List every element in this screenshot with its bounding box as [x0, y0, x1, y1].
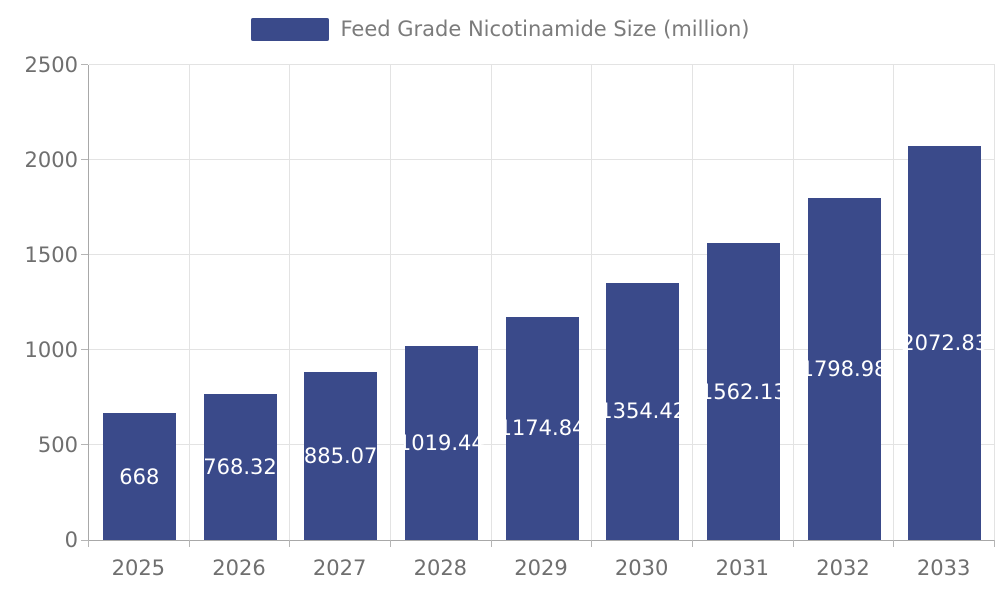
- y-tick-label: 0: [64, 528, 78, 552]
- bar[interactable]: [505, 316, 579, 540]
- x-axis-tick: [994, 540, 995, 547]
- x-axis-tick: [189, 540, 190, 547]
- bar[interactable]: [404, 346, 478, 540]
- bar-value-label: 1798.98: [800, 357, 888, 382]
- legend-series-label: Feed Grade Nicotinamide Size (million): [340, 17, 750, 41]
- gridline-horizontal: [89, 64, 995, 65]
- bar[interactable]: [606, 282, 680, 540]
- gridline-vertical: [893, 65, 894, 540]
- gridline-vertical: [390, 65, 391, 540]
- x-tick-label: 2027: [312, 556, 367, 580]
- bar-value-label: 768.32: [203, 455, 277, 479]
- legend-item[interactable]: Feed Grade Nicotinamide Size (million): [250, 17, 750, 41]
- x-axis-tick: [591, 540, 592, 547]
- x-tick-label: 2025: [111, 556, 166, 580]
- x-axis: 2025 2026 2027 2028 2029 2030 2031 2032 2033: [88, 553, 994, 585]
- bar[interactable]: [908, 146, 982, 540]
- x-axis-tick: [88, 540, 89, 547]
- gridline-vertical: [591, 65, 592, 540]
- y-tick-label: 2000: [24, 148, 78, 172]
- bar-value-label: 1174.84: [498, 416, 586, 441]
- y-axis: 0 500 1000 1500 2000 2500: [0, 53, 78, 552]
- gridline-vertical: [793, 65, 794, 540]
- bar[interactable]: [304, 371, 378, 540]
- x-tick-label: 2033: [916, 556, 971, 580]
- plot-area: 668 768.32 885.07 1019.44 1174.84 1354.42 1562…: [81, 64, 995, 547]
- gridline-vertical: [189, 65, 190, 540]
- x-tick-label: 2030: [614, 556, 669, 580]
- x-tick-label: 2031: [715, 556, 770, 580]
- gridline-vertical: [289, 65, 290, 540]
- x-tick-label: 2028: [413, 556, 468, 580]
- gridline-horizontal: [89, 254, 995, 255]
- y-axis-tick: [81, 444, 88, 445]
- chart-legend: Feed Grade Nicotinamide Size (million): [0, 17, 1000, 41]
- legend-swatch-icon: [250, 17, 329, 41]
- x-axis-tick: [692, 540, 693, 547]
- gridline-vertical: [491, 65, 492, 540]
- bar-value-label: 668: [119, 464, 160, 489]
- bar[interactable]: [706, 243, 780, 540]
- x-tick-label: 2032: [816, 556, 870, 580]
- bar-value-label: 2072.83: [901, 331, 989, 356]
- gridline-horizontal: [89, 159, 995, 160]
- y-tick-label: 1000: [24, 338, 78, 362]
- y-axis-tick: [81, 254, 88, 255]
- y-axis-tick: [81, 159, 88, 160]
- x-axis-tick: [491, 540, 492, 547]
- bar[interactable]: [807, 198, 881, 540]
- x-axis-tick: [793, 540, 794, 547]
- bar-value-label: 885.07: [303, 443, 378, 468]
- y-tick-label: 1500: [24, 243, 78, 267]
- bar[interactable]: [102, 413, 176, 540]
- bar-value-label: 1019.44: [397, 431, 485, 456]
- y-axis-tick: [81, 349, 88, 350]
- x-tick-label: 2029: [514, 556, 568, 580]
- x-axis-tick: [390, 540, 391, 547]
- y-tick-label: 2500: [24, 53, 78, 77]
- gridline-vertical: [994, 65, 995, 540]
- x-axis-tick: [289, 540, 290, 547]
- bar-value-label: 1354.42: [599, 399, 687, 424]
- bar[interactable]: [203, 394, 277, 540]
- y-axis-tick: [81, 64, 88, 65]
- x-axis-tick: [893, 540, 894, 547]
- x-tick-label: 2026: [212, 556, 266, 580]
- y-tick-label: 500: [37, 433, 78, 457]
- y-axis-tick: [81, 540, 88, 541]
- gridline-vertical: [692, 65, 693, 540]
- bar-value-label: 1562.13: [699, 379, 787, 404]
